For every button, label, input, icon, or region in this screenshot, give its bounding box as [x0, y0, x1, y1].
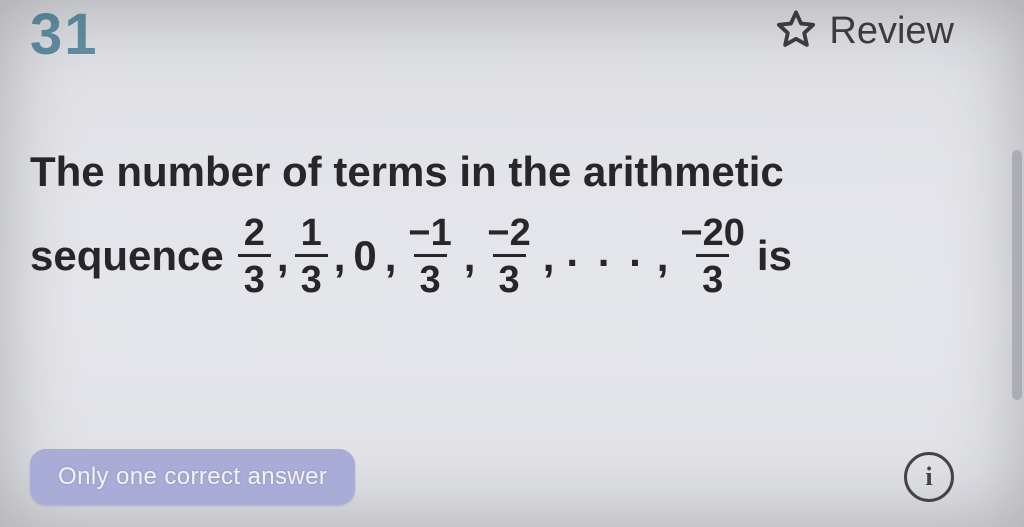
term-separator: , — [328, 219, 352, 295]
footer-row: Only one correct answer i — [30, 449, 994, 505]
fraction-denominator: 3 — [295, 254, 328, 299]
fraction-term: −20 3 — [674, 214, 750, 299]
plain-term: 0 — [351, 218, 378, 294]
term-separator: , — [537, 219, 561, 295]
fraction-numerator: −20 — [674, 214, 750, 254]
term-separator: , — [379, 219, 403, 295]
fraction-numerator: −2 — [481, 214, 536, 254]
fraction-numerator: 2 — [238, 214, 271, 254]
question-trailing: is — [757, 218, 792, 294]
review-button[interactable]: Review — [775, 8, 954, 55]
fraction-denominator: 3 — [414, 254, 447, 299]
fraction-denominator: 3 — [493, 254, 526, 299]
fraction-numerator: 1 — [295, 214, 328, 254]
review-label: Review — [829, 10, 954, 53]
scrollbar-thumb[interactable] — [1012, 150, 1022, 400]
fraction-denominator: 3 — [238, 254, 271, 299]
header-row: 31 Review — [30, 0, 994, 64]
fraction-term: −2 3 — [481, 214, 536, 299]
term-separator: , — [271, 219, 295, 295]
term-separator: , — [458, 219, 482, 295]
info-button[interactable]: i — [904, 452, 954, 502]
fraction-denominator: 3 — [696, 254, 729, 299]
question-line-1: The number of terms in the arithmetic — [30, 134, 994, 210]
ellipsis-icon: . . . — [560, 214, 650, 290]
sequence-label: sequence — [30, 218, 224, 294]
term-separator: , — [651, 219, 675, 295]
question-number: 31 — [30, 6, 99, 64]
fraction-term: 2 3 — [238, 214, 271, 299]
star-outline-icon — [775, 8, 817, 55]
fraction-numerator: −1 — [402, 214, 457, 254]
sequence-row: sequence 2 3 , 1 3 , 0 , −1 3 , — [30, 214, 994, 299]
info-icon: i — [925, 462, 932, 492]
answer-mode-pill: Only one correct answer — [30, 449, 355, 505]
fraction-term: −1 3 — [402, 214, 457, 299]
question-text: The number of terms in the arithmetic se… — [30, 134, 994, 299]
fraction-term: 1 3 — [295, 214, 328, 299]
question-card: 31 Review The number of terms in the ari… — [0, 0, 1024, 527]
